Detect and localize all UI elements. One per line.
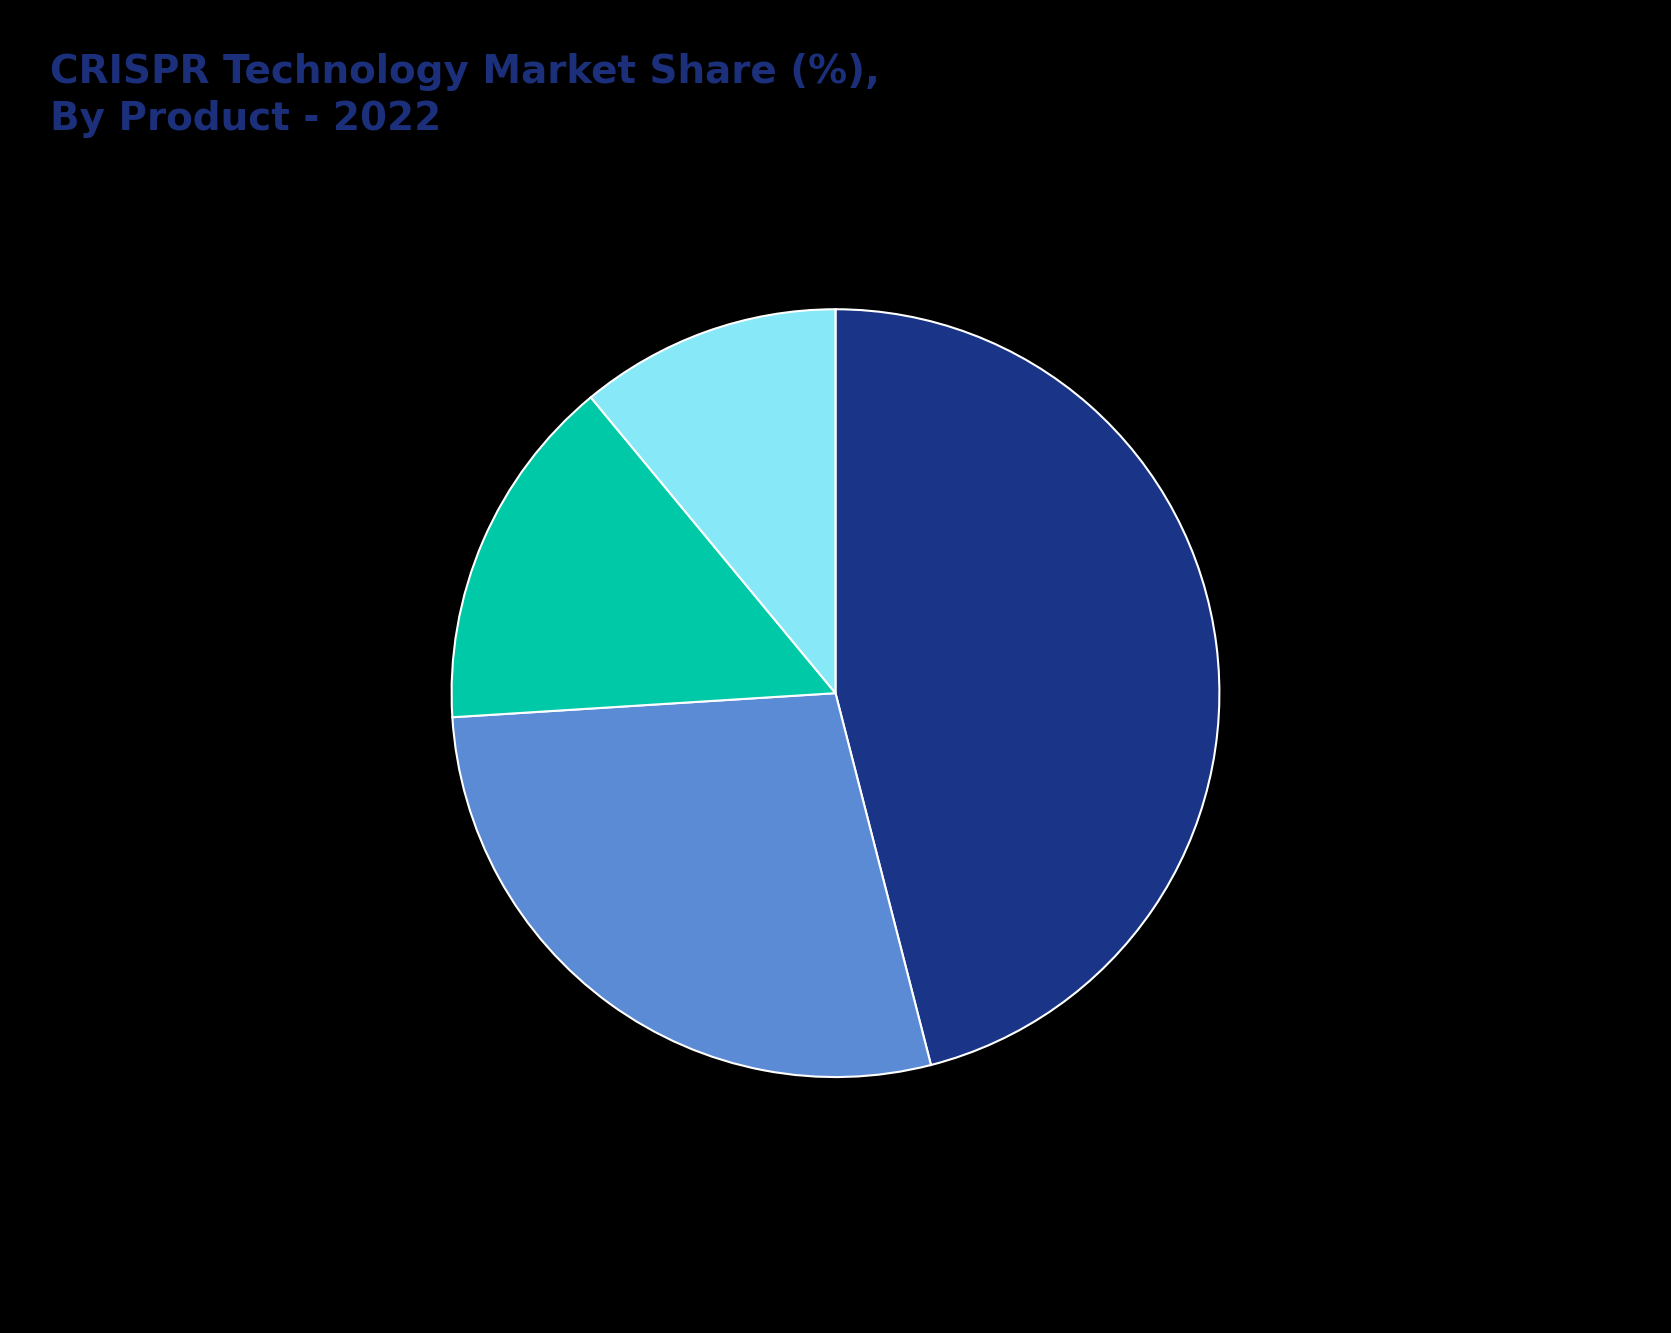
Wedge shape <box>836 309 1220 1065</box>
Text: CRISPR Technology Market Share (%),
By Product - 2022: CRISPR Technology Market Share (%), By P… <box>50 53 881 139</box>
Wedge shape <box>451 397 836 717</box>
Wedge shape <box>592 309 836 693</box>
Wedge shape <box>453 693 931 1077</box>
